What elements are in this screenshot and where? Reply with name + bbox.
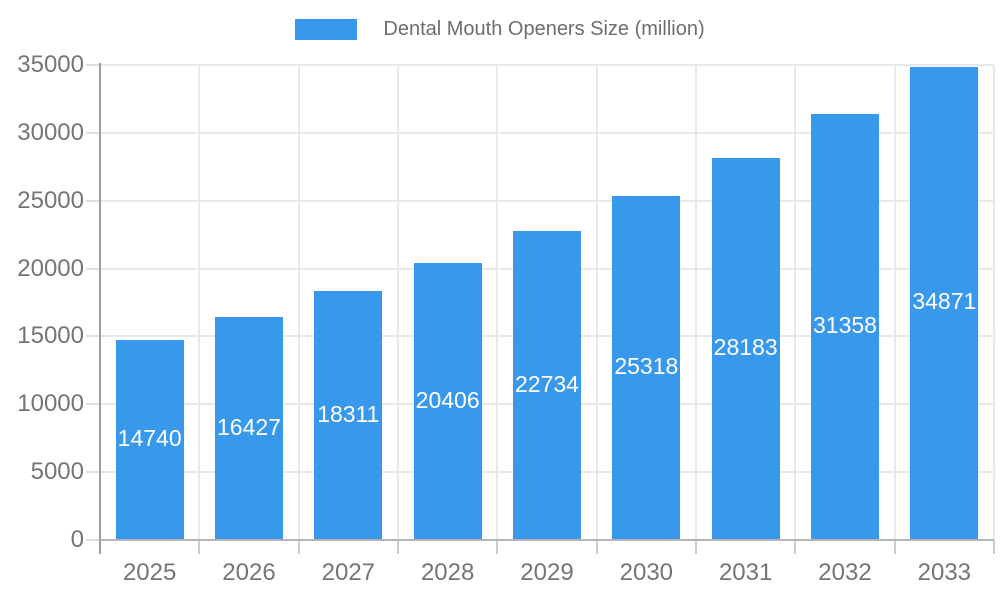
bar[interactable]	[612, 196, 681, 540]
y-axis-tick	[86, 471, 100, 474]
gridline-horizontal	[100, 199, 994, 202]
y-tick-label: 25000	[17, 186, 84, 214]
y-tick-label: 30000	[17, 118, 84, 146]
bar[interactable]	[513, 231, 581, 540]
gridline-vertical	[595, 65, 598, 540]
y-tick-label: 10000	[17, 390, 84, 418]
x-axis-tick	[794, 540, 797, 554]
x-tick-label: 2030	[619, 559, 674, 586]
bar-value-label: 16427	[217, 413, 281, 440]
legend-label: Dental Mouth Openers Size (million)	[383, 18, 705, 40]
bar[interactable]	[711, 157, 780, 540]
gridline-vertical	[695, 65, 697, 540]
legend-item[interactable]: Dental Mouth Openers Size (million)	[0, 18, 1000, 41]
gridline-vertical	[297, 65, 300, 540]
x-axis-tick	[297, 540, 300, 554]
bar-value-label: 34871	[912, 288, 977, 315]
x-axis-tick	[397, 540, 399, 554]
bar-value-label: 14740	[117, 424, 182, 451]
bar-value-label: 22734	[515, 370, 579, 397]
y-tick-label: 0	[70, 526, 84, 553]
y-axis-tick	[86, 199, 100, 202]
gridline-vertical	[893, 65, 896, 540]
y-tick-label: 35000	[17, 51, 84, 78]
bar-value-label: 28183	[713, 333, 778, 360]
gridline-vertical	[397, 65, 399, 540]
y-axis-line	[99, 63, 101, 554]
gridline-horizontal	[100, 131, 994, 134]
y-axis-tick	[86, 335, 100, 338]
x-tick-label: 2032	[818, 559, 872, 586]
x-axis-tick	[893, 540, 896, 554]
gridline-vertical	[794, 65, 797, 540]
y-axis-tick	[86, 131, 100, 134]
bar-value-label: 25318	[614, 353, 679, 380]
y-tick-label: 15000	[17, 322, 84, 350]
y-axis-tick	[86, 267, 100, 270]
bar[interactable]	[115, 339, 184, 540]
gridline-vertical	[198, 65, 201, 540]
x-tick-label: 2031	[718, 559, 773, 586]
x-tick-label: 2027	[321, 559, 376, 586]
x-axis-tick	[198, 540, 201, 554]
y-tick-label: 5000	[30, 458, 84, 486]
gridline-vertical	[496, 65, 499, 540]
legend-swatch	[295, 19, 358, 40]
y-axis-tick	[86, 539, 100, 541]
bar[interactable]	[910, 66, 979, 540]
bar-value-label: 31358	[813, 312, 877, 339]
bar[interactable]	[314, 291, 383, 540]
x-axis-tick	[595, 540, 598, 554]
x-axis-tick	[496, 540, 499, 554]
y-axis-tick	[86, 403, 100, 406]
y-axis-tick	[86, 64, 100, 66]
x-tick-label: 2033	[917, 559, 972, 586]
x-axis-line	[100, 539, 994, 541]
x-tick-label: 2025	[122, 559, 177, 586]
x-axis-tick	[695, 540, 697, 554]
y-tick-label: 20000	[17, 254, 84, 282]
x-axis-tick	[993, 540, 995, 554]
gridline-horizontal	[100, 64, 994, 66]
x-tick-label: 2029	[520, 559, 574, 586]
bar-value-label: 20406	[415, 386, 480, 413]
bar[interactable]	[413, 263, 482, 540]
bar-value-label: 18311	[317, 400, 380, 427]
bar[interactable]	[811, 114, 879, 540]
gridline-vertical	[993, 65, 995, 540]
bar[interactable]	[215, 317, 283, 540]
x-tick-label: 2026	[222, 559, 276, 586]
x-tick-label: 2028	[420, 559, 475, 586]
